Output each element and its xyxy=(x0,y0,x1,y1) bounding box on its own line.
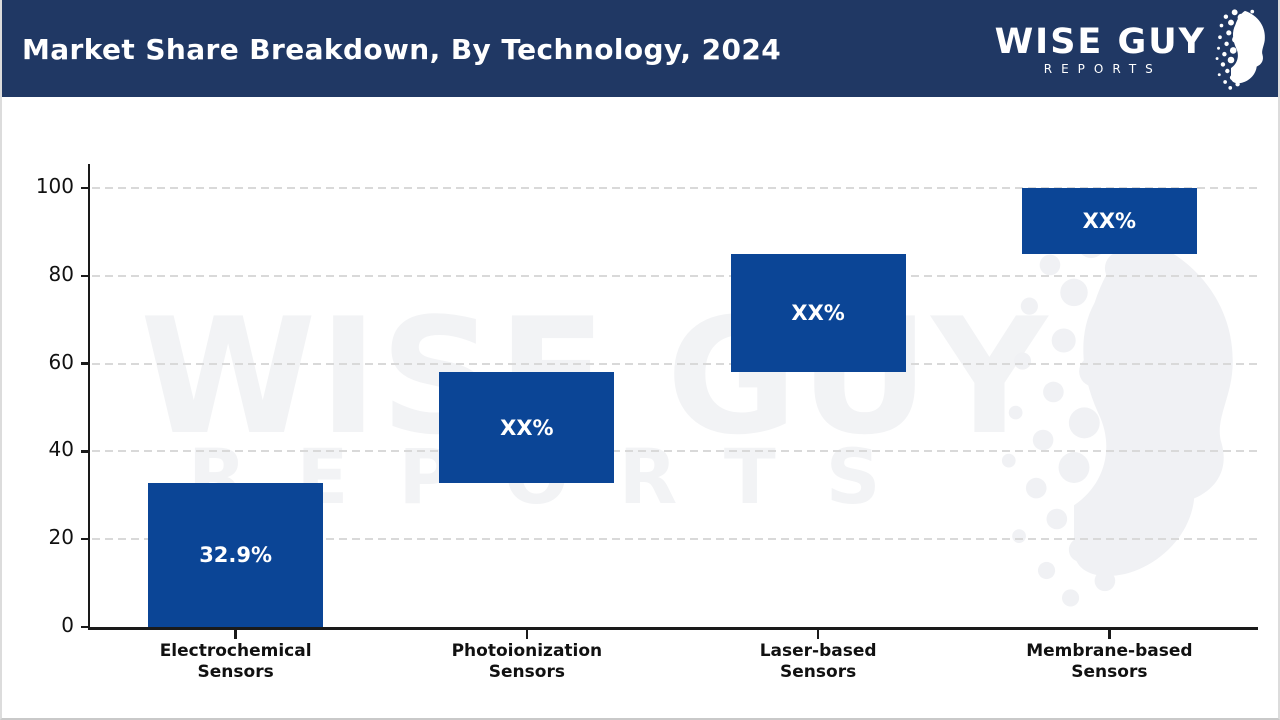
bar-value-label: XX% xyxy=(791,301,845,326)
x-category-label: Electrochemical Sensors xyxy=(159,641,312,683)
logo-wordmark: WISE GUY xyxy=(994,22,1206,62)
bar-4: XX% xyxy=(1021,188,1197,254)
x-category-label: Membrane-based Sensors xyxy=(1026,641,1193,683)
bar-value-label: XX% xyxy=(500,415,554,440)
gridline-y-80 xyxy=(92,274,1257,277)
y-tick-mark xyxy=(81,362,90,365)
x-tick-mark xyxy=(1108,629,1111,639)
x-tick-mark xyxy=(234,629,237,639)
x-tick-mark xyxy=(525,629,529,639)
y-tick-label: 20 xyxy=(48,525,74,550)
header-bar: Market Share Breakdown, By Technology, 2… xyxy=(2,0,1278,97)
y-axis-line xyxy=(87,164,90,630)
logo-subtitle: REPORTS xyxy=(1043,62,1162,76)
x-category-label: Photoionization Sensors xyxy=(451,641,603,683)
gridline-y-40 xyxy=(92,450,1257,453)
y-tick-mark xyxy=(81,186,90,190)
x-tick-mark xyxy=(816,629,820,639)
bar-value-label: 32.9% xyxy=(199,542,273,567)
gridline-y-20 xyxy=(92,538,1257,541)
y-tick-mark xyxy=(81,537,90,541)
x-axis-line xyxy=(87,627,1258,630)
y-tick-mark xyxy=(81,450,90,453)
y-tick-label: 100 xyxy=(35,174,74,199)
y-tick-label: 60 xyxy=(48,349,74,374)
x-category-label: Laser-based Sensors xyxy=(759,641,877,683)
y-tick-label: 80 xyxy=(48,261,74,286)
logo-text: WISE GUY REPORTS xyxy=(995,22,1206,76)
bar-1: 32.9% xyxy=(148,482,324,627)
bar-2: XX% xyxy=(439,372,615,483)
y-tick-label: 0 xyxy=(61,613,74,637)
gridline-y-60 xyxy=(92,362,1257,365)
bar-value-label: XX% xyxy=(1082,209,1137,234)
gridline-y-100 xyxy=(92,187,1257,190)
bar-3: XX% xyxy=(730,253,906,373)
y-tick-mark xyxy=(81,274,90,278)
y-tick-label: 40 xyxy=(48,437,74,462)
watermark-face-icon xyxy=(1001,230,1233,607)
chart-title: Market Share Breakdown, By Technology, 2… xyxy=(22,33,782,66)
y-tick-mark xyxy=(81,625,90,629)
brand-logo: WISE GUY REPORTS xyxy=(995,5,1272,93)
